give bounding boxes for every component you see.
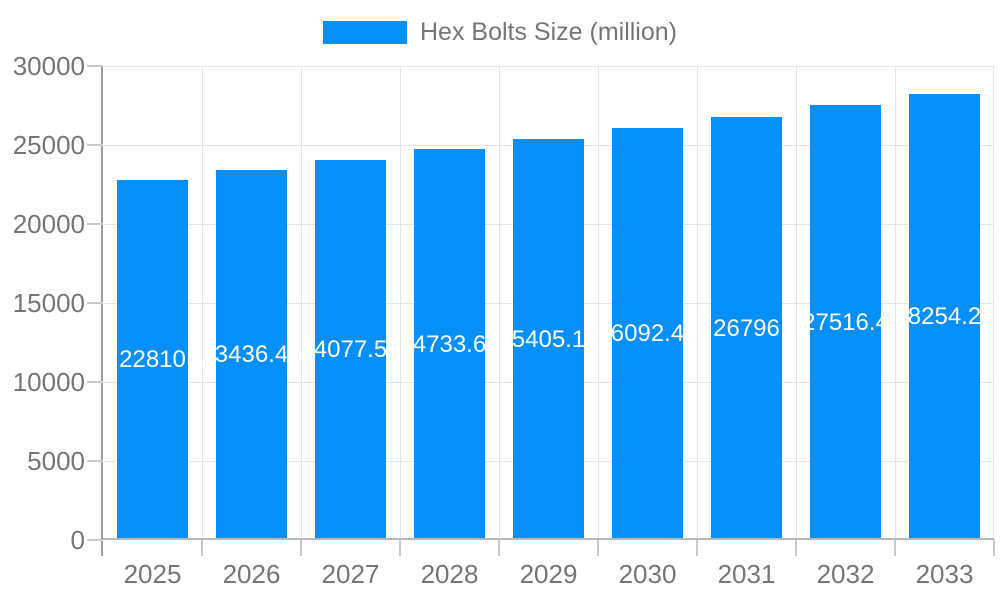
y-tick-mark: [87, 302, 103, 304]
bar-value-label: 24733.65: [399, 330, 500, 358]
bar-value-label: 23436.45: [201, 341, 302, 368]
v-gridline: [697, 66, 698, 540]
bar-value-label: 24077.55: [300, 336, 401, 363]
y-tick-mark: [87, 65, 103, 67]
v-gridline: [895, 66, 896, 540]
y-tick-label: 10000: [12, 367, 85, 397]
x-tick-mark: [399, 540, 401, 556]
x-tick-label-2032: 2032: [816, 559, 875, 589]
bar-value-label: 22810: [119, 346, 186, 373]
y-tick-label: 15000: [12, 288, 85, 318]
x-tick-mark: [993, 540, 995, 556]
y-tick-mark: [87, 539, 103, 541]
x-tick-mark: [300, 540, 302, 556]
x-tick-label-2029: 2029: [519, 559, 578, 589]
x-tick-mark: [795, 540, 797, 556]
y-tick-label: 0: [70, 525, 85, 555]
legend-swatch: [322, 20, 407, 44]
x-tick-label-2026: 2026: [222, 559, 281, 589]
x-axis-line: [103, 538, 994, 540]
bar-2030[interactable]: 26092.45: [597, 128, 698, 540]
bar-value-label: 28254.28: [894, 303, 995, 330]
y-tick-mark: [87, 381, 103, 383]
y-tick-label: 25000: [12, 130, 85, 160]
legend-label: Hex Bolts Size (million): [419, 18, 677, 46]
bar-2028[interactable]: 24733.65: [399, 149, 500, 540]
y-axis-line: [101, 66, 103, 556]
bar-value-label: 25405.15: [498, 325, 599, 353]
v-gridline: [598, 66, 599, 540]
bar-2026[interactable]: 23436.45: [201, 170, 302, 540]
x-tick-label-2033: 2033: [915, 559, 974, 589]
x-tick-label-2030: 2030: [618, 559, 677, 589]
bar-2032[interactable]: 27516.4: [802, 105, 889, 540]
v-gridline: [993, 66, 994, 540]
v-gridline: [301, 66, 302, 540]
x-tick-mark: [201, 540, 203, 556]
bar-value-label: 26796: [713, 314, 780, 342]
y-tick-mark: [87, 144, 103, 146]
bar-value-label: 27516.4: [802, 308, 889, 336]
bar-2031[interactable]: 26796: [711, 117, 782, 540]
bar-2029[interactable]: 25405.15: [498, 139, 599, 540]
plot-area: 22810 23436.45 24077.55 24733.65 25405.15 260…: [103, 66, 995, 540]
v-gridline: [499, 66, 500, 540]
v-gridline: [400, 66, 401, 540]
x-tick-label-2031: 2031: [717, 559, 776, 589]
x-tick-label-2028: 2028: [420, 559, 479, 589]
bar-value-label: 26092.45: [597, 320, 698, 347]
h-gridline: [103, 66, 994, 67]
y-tick-label: 20000: [12, 209, 85, 239]
v-gridline: [796, 66, 797, 540]
x-tick-label-2025: 2025: [123, 559, 182, 589]
bar-2033[interactable]: 28254.28: [894, 94, 995, 540]
x-tick-label-2027: 2027: [321, 559, 380, 589]
x-tick-mark: [894, 540, 896, 556]
y-tick-label: 5000: [27, 446, 85, 476]
v-gridline: [202, 66, 203, 540]
y-tick-label: 30000: [12, 51, 85, 81]
bar-2027[interactable]: 24077.55: [300, 160, 401, 540]
bar-2025[interactable]: 22810: [117, 180, 188, 540]
y-tick-mark: [87, 460, 103, 462]
x-tick-mark: [498, 540, 500, 556]
legend[interactable]: Hex Bolts Size (million): [0, 17, 1000, 47]
y-tick-mark: [87, 223, 103, 225]
x-tick-mark: [696, 540, 698, 556]
x-tick-mark: [597, 540, 599, 556]
